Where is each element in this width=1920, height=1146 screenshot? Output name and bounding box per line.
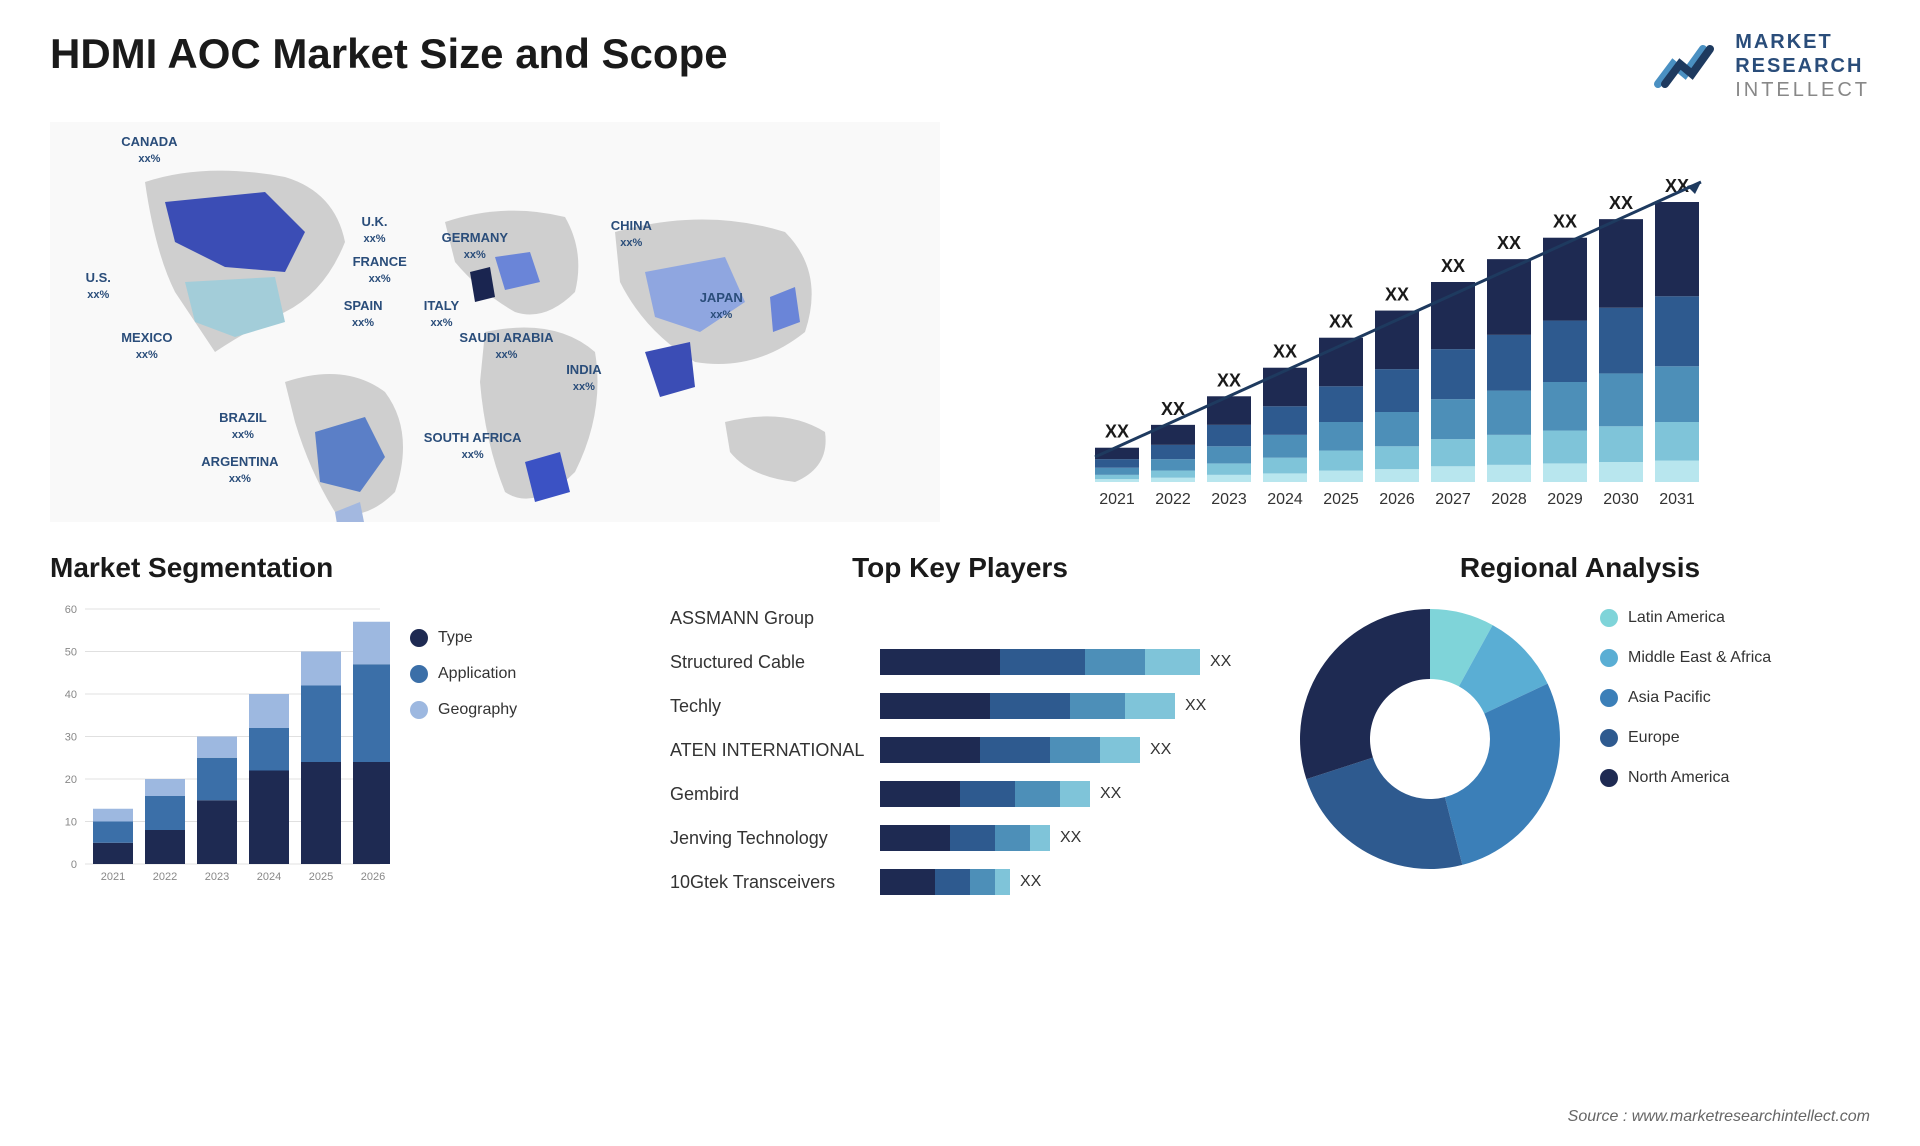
seg-legend-application: Application (410, 665, 517, 683)
players-list: ASSMANN GroupStructured CableXXTechlyXXA… (670, 599, 1250, 901)
player-value: XX (1100, 785, 1121, 803)
svg-text:2021: 2021 (1099, 491, 1135, 508)
player-value: XX (1060, 829, 1081, 847)
seg-legend-type: Type (410, 629, 517, 647)
svg-text:XX: XX (1609, 193, 1633, 213)
svg-text:2024: 2024 (1267, 491, 1303, 508)
region-legend-europe: Europe (1600, 729, 1771, 747)
player-row: ASSMANN Group (670, 599, 1250, 637)
region-legend-north-america: North America (1600, 769, 1771, 787)
svg-text:XX: XX (1161, 399, 1185, 419)
logo-text-3: INTELLECT (1735, 78, 1870, 102)
player-value: XX (1185, 697, 1206, 715)
player-row: Jenving Technology XX (670, 819, 1250, 857)
seg-legend-geography: Geography (410, 701, 517, 719)
map-label-japan: JAPANxx% (700, 290, 743, 322)
svg-text:20: 20 (65, 774, 77, 786)
segmentation-legend: Type Application Geography (410, 599, 517, 889)
map-label-argentina: ARGENTINAxx% (201, 454, 278, 486)
map-label-india: INDIAxx% (566, 362, 601, 394)
map-label-germany: GERMANYxx% (442, 230, 508, 262)
brand-logo: MARKET RESEARCH INTELLECT (1653, 30, 1870, 102)
svg-text:2030: 2030 (1603, 491, 1639, 508)
player-row: Structured Cable XX (670, 643, 1250, 681)
players-title: Top Key Players (670, 552, 1250, 584)
svg-text:2026: 2026 (1379, 491, 1415, 508)
player-name: ASSMANN Group (670, 608, 880, 629)
svg-text:XX: XX (1497, 233, 1521, 253)
svg-text:XX: XX (1105, 422, 1129, 442)
svg-text:60: 60 (65, 604, 77, 616)
svg-text:2021: 2021 (101, 871, 125, 883)
player-name: Structured Cable (670, 652, 880, 673)
region-legend-asia-pacific: Asia Pacific (1600, 689, 1771, 707)
map-label-u.k.: U.K.xx% (362, 214, 388, 246)
svg-text:XX: XX (1329, 312, 1353, 332)
player-name: 10Gtek Transceivers (670, 872, 880, 893)
svg-text:2022: 2022 (153, 871, 177, 883)
regional-panel: Regional Analysis Latin America Middle Ea… (1290, 552, 1870, 932)
map-label-mexico: MEXICOxx% (121, 330, 172, 362)
regional-donut (1290, 599, 1570, 879)
map-label-u.s.: U.S.xx% (86, 270, 111, 302)
svg-text:2029: 2029 (1547, 491, 1583, 508)
map-label-italy: ITALYxx% (424, 298, 459, 330)
svg-text:2022: 2022 (1155, 491, 1191, 508)
svg-text:XX: XX (1441, 256, 1465, 276)
svg-text:30: 30 (65, 732, 77, 744)
regional-legend: Latin America Middle East & Africa Asia Pa… (1600, 599, 1771, 787)
svg-text:XX: XX (1273, 342, 1297, 362)
player-row: Gembird XX (670, 775, 1250, 813)
svg-text:10: 10 (65, 817, 77, 829)
page-title: HDMI AOC Market Size and Scope (50, 30, 728, 78)
map-label-china: CHINAxx% (611, 218, 652, 250)
logo-text-2: RESEARCH (1735, 54, 1870, 78)
player-name: Techly (670, 696, 880, 717)
segmentation-title: Market Segmentation (50, 552, 630, 584)
svg-text:0: 0 (71, 859, 77, 871)
player-value: XX (1020, 873, 1041, 891)
map-label-canada: CANADAxx% (121, 134, 177, 166)
svg-text:XX: XX (1385, 285, 1409, 305)
player-name: Jenving Technology (670, 828, 880, 849)
world-map: CANADAxx% U.S.xx% MEXICOxx% BRAZILxx% ARGENT… (50, 122, 940, 522)
map-label-spain: SPAINxx% (344, 298, 383, 330)
svg-text:2024: 2024 (257, 871, 281, 883)
player-name: Gembird (670, 784, 880, 805)
svg-text:50: 50 (65, 647, 77, 659)
map-svg (50, 122, 940, 522)
svg-text:2025: 2025 (1323, 491, 1359, 508)
source-footer: Source : www.marketresearchintellect.com (1568, 1108, 1870, 1126)
region-legend-latin-america: Latin America (1600, 609, 1771, 627)
svg-text:2025: 2025 (309, 871, 333, 883)
player-name: ATEN INTERNATIONAL (670, 740, 880, 761)
map-label-france: FRANCExx% (353, 254, 407, 286)
regional-title: Regional Analysis (1290, 552, 1870, 584)
map-label-brazil: BRAZILxx% (219, 410, 267, 442)
svg-text:40: 40 (65, 689, 77, 701)
svg-text:2026: 2026 (361, 871, 385, 883)
segmentation-panel: Market Segmentation 0 10 20 30 40 50 60 2021 202… (50, 552, 630, 932)
player-row: ATEN INTERNATIONAL XX (670, 731, 1250, 769)
svg-text:2027: 2027 (1435, 491, 1471, 508)
player-row: 10Gtek Transceivers XX (670, 863, 1250, 901)
svg-text:2028: 2028 (1491, 491, 1527, 508)
svg-text:2031: 2031 (1659, 491, 1695, 508)
map-label-south-africa: SOUTH AFRICAxx% (424, 430, 522, 462)
players-panel: Top Key Players ASSMANN Group Structured … (670, 552, 1250, 932)
region-legend-middle-east-africa: Middle East & Africa (1600, 649, 1771, 667)
svg-text:XX: XX (1553, 212, 1577, 232)
svg-text:2023: 2023 (205, 871, 229, 883)
growth-bar-chart: XX 2021 XX 2022 XX 2023 XX 2024 XX 2025 XX 2026 XX 20… (980, 122, 1870, 522)
logo-mark-icon (1653, 39, 1723, 94)
player-value: XX (1210, 653, 1231, 671)
svg-text:XX: XX (1217, 370, 1241, 390)
logo-text-1: MARKET (1735, 30, 1870, 54)
svg-text:2023: 2023 (1211, 491, 1247, 508)
map-label-saudi-arabia: SAUDI ARABIAxx% (459, 330, 553, 362)
player-row: Techly XX (670, 687, 1250, 725)
player-value: XX (1150, 741, 1171, 759)
segmentation-chart: 0 10 20 30 40 50 60 2021 2022 2023 2024 2025 2026 (50, 599, 390, 889)
